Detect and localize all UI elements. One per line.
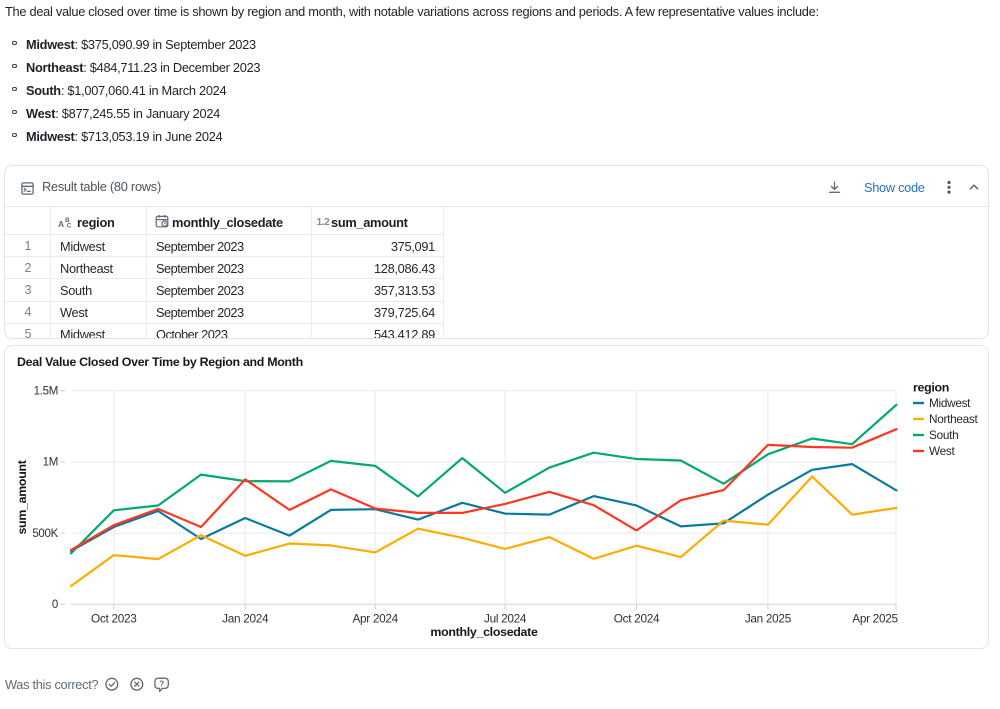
svg-text:Jan 2024: Jan 2024 xyxy=(222,612,269,626)
svg-text:Northeast: Northeast xyxy=(929,412,978,426)
svg-text:Apr 2024: Apr 2024 xyxy=(352,612,398,626)
svg-text:Apr 2025: Apr 2025 xyxy=(852,612,898,626)
svg-text:B: B xyxy=(65,217,70,224)
svg-text:Midwest: Midwest xyxy=(929,396,971,410)
svg-text:C: C xyxy=(67,223,72,229)
svg-text:Jul 2024: Jul 2024 xyxy=(484,612,527,626)
svg-text:monthly_closedate: monthly_closedate xyxy=(430,625,538,639)
svg-text:0: 0 xyxy=(52,599,58,611)
svg-text:West: West xyxy=(929,444,955,458)
svg-text:South: South xyxy=(929,428,958,442)
svg-text:Jan 2025: Jan 2025 xyxy=(745,612,792,626)
svg-text:500K: 500K xyxy=(32,528,58,540)
svg-text:1.5M: 1.5M xyxy=(34,386,58,398)
svg-text:Oct 2024: Oct 2024 xyxy=(614,612,660,626)
svg-text:?: ? xyxy=(159,679,164,688)
svg-text:1M: 1M xyxy=(43,457,58,469)
svg-text:region: region xyxy=(913,381,949,395)
svg-text:A: A xyxy=(58,219,64,229)
svg-text:sum_amount: sum_amount xyxy=(15,460,29,534)
svg-text:Oct 2023: Oct 2023 xyxy=(91,612,137,626)
